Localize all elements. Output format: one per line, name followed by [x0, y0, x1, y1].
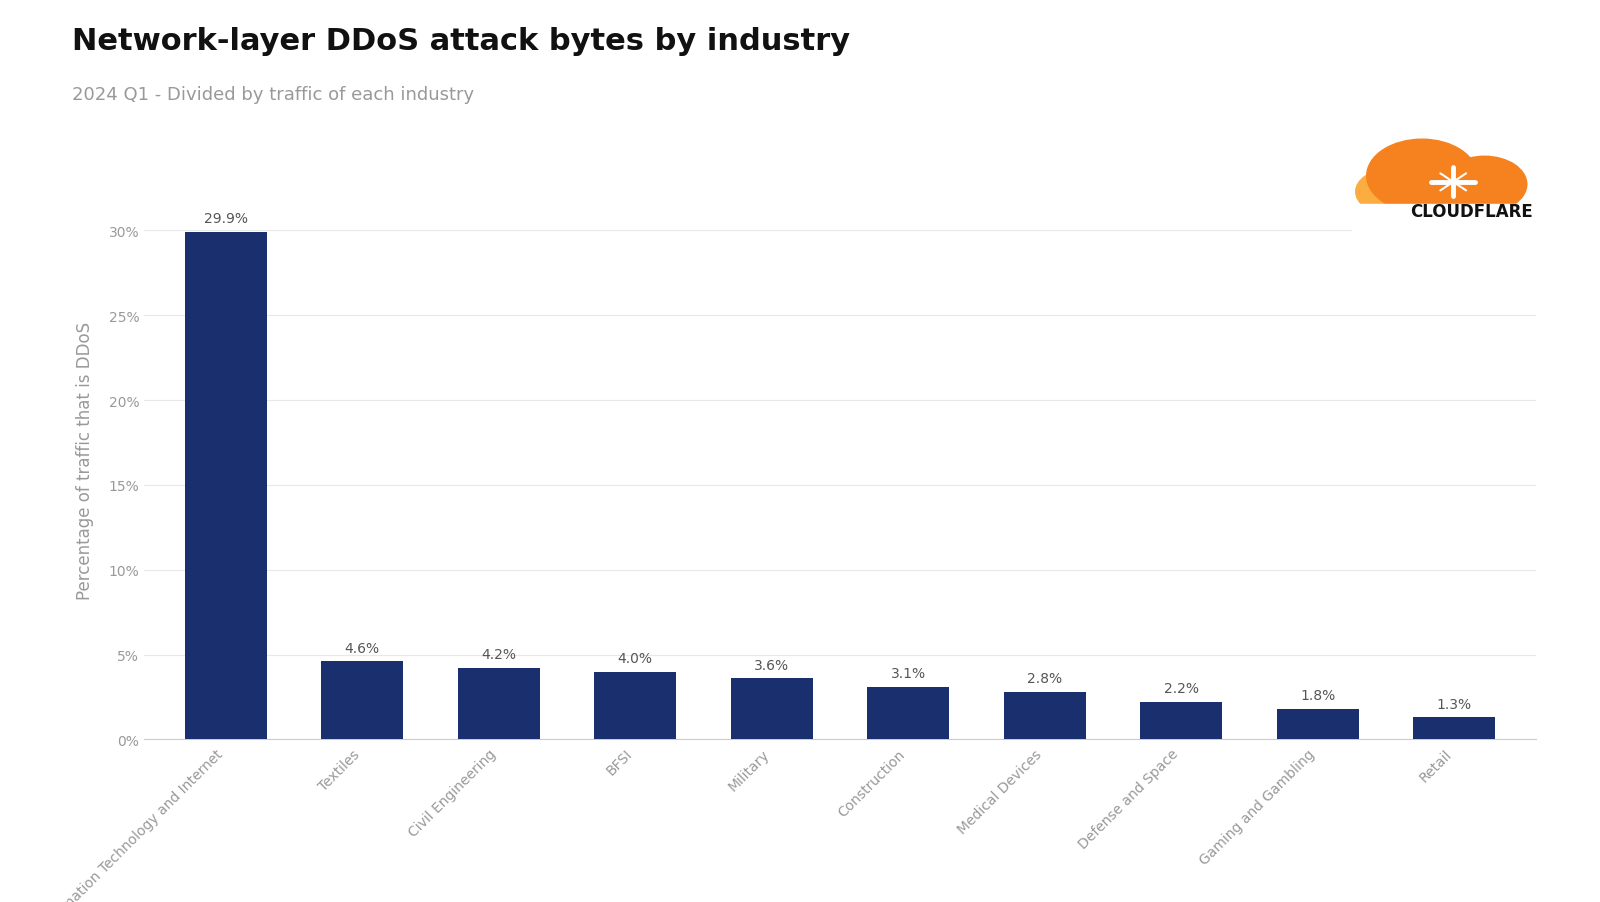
Bar [1003, 692, 1086, 740]
Bar [731, 678, 813, 740]
Circle shape [1355, 170, 1422, 215]
Bar [1352, 205, 1536, 244]
Bar [1277, 709, 1358, 740]
Circle shape [1442, 157, 1526, 213]
Text: 2024 Q1 - Divided by traffic of each industry: 2024 Q1 - Divided by traffic of each ind… [72, 86, 474, 104]
Text: 2.8%: 2.8% [1027, 671, 1062, 686]
Text: CLOUDFLARE: CLOUDFLARE [1410, 203, 1533, 221]
Text: Network-layer DDoS attack bytes by industry: Network-layer DDoS attack bytes by indus… [72, 27, 850, 56]
Y-axis label: Percentage of traffic that is DDoS: Percentage of traffic that is DDoS [77, 321, 94, 599]
Text: 1.3%: 1.3% [1437, 697, 1472, 711]
Bar [1413, 718, 1494, 740]
Text: 4.6%: 4.6% [344, 641, 379, 655]
Text: 3.1%: 3.1% [891, 667, 926, 680]
Text: 4.2%: 4.2% [482, 648, 517, 662]
Text: 1.8%: 1.8% [1301, 688, 1336, 703]
Bar [458, 668, 539, 740]
Text: 3.6%: 3.6% [754, 658, 789, 672]
Circle shape [1366, 140, 1477, 213]
Bar [867, 687, 949, 740]
Bar [1141, 703, 1222, 740]
Bar [322, 662, 403, 740]
Text: 29.9%: 29.9% [203, 212, 248, 226]
Bar [594, 672, 677, 740]
Text: 4.0%: 4.0% [618, 651, 653, 665]
Bar [186, 233, 267, 740]
Text: 2.2%: 2.2% [1163, 682, 1198, 695]
